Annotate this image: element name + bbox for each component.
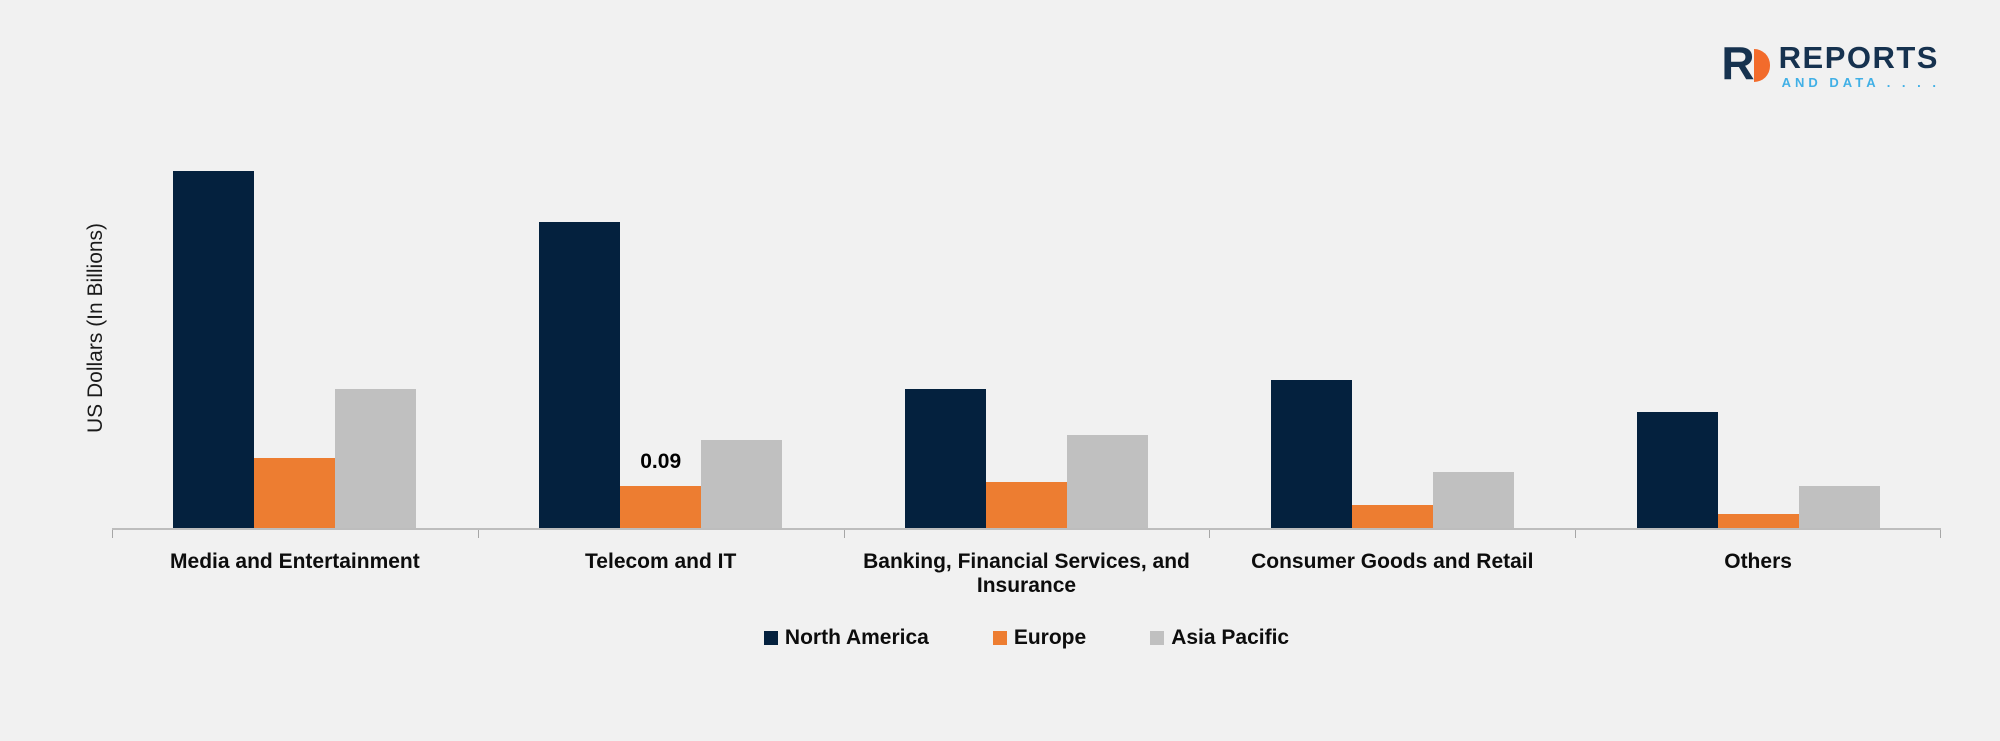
category-label-banking-financial-services-and-insurance: Banking, Financial Services, and Insuran… xyxy=(863,550,1190,598)
legend-label-europe: Europe xyxy=(1013,626,1087,649)
bar-asia-pacific-telecom-and-it xyxy=(701,440,783,528)
bar-north-america-media-and-entertainment xyxy=(173,171,255,528)
plot-area: 0.09 Media and Entertainment Telecom and … xyxy=(112,120,1941,597)
legend-item-asia-pacific: Asia Pacific xyxy=(1150,626,1289,650)
bar-group-consumer-goods-and-retail xyxy=(1209,120,1575,528)
category-label-media-and-entertainment: Media and Entertainment xyxy=(170,550,420,573)
bar-europe-others xyxy=(1717,514,1799,528)
brand-logo-title: REPORTS xyxy=(1778,40,1939,75)
axis-tick xyxy=(1209,530,1211,538)
bar-asia-pacific-others xyxy=(1798,486,1880,528)
legend-item-north-america: North America xyxy=(763,626,929,650)
bar-asia-pacific-banking-financial-services-and-insurance xyxy=(1066,435,1148,528)
legend-label-asia-pacific: Asia Pacific xyxy=(1171,626,1290,649)
axis-tick xyxy=(112,530,113,538)
bar-group-others xyxy=(1575,120,1941,528)
bar-asia-pacific-media-and-entertainment xyxy=(335,389,417,528)
bar-group-banking-financial-services-and-insurance xyxy=(844,120,1210,528)
category-label-consumer-goods-and-retail: Consumer Goods and Retail xyxy=(1251,550,1534,573)
bar-europe-consumer-goods-and-retail xyxy=(1351,505,1433,528)
brand-logo-text: REPORTS AND DATA . . . . xyxy=(1779,42,1940,90)
brand-logo-icon: R xyxy=(1721,37,1770,90)
bar-north-america-banking-financial-services-and-insurance xyxy=(904,389,986,528)
bar-north-america-others xyxy=(1636,412,1718,528)
bar-north-america-consumer-goods-and-retail xyxy=(1270,380,1352,528)
legend-label-north-america: North America xyxy=(784,626,929,649)
bar-europe-media-and-entertainment xyxy=(254,458,336,528)
axis-tick xyxy=(1940,530,1941,538)
logo-r-glyph: R xyxy=(1721,37,1754,90)
legend-swatch-icon-europe xyxy=(992,631,1007,645)
y-axis-label: US Dollars (In Billions) xyxy=(84,222,107,434)
axis-tick xyxy=(843,530,845,538)
bar-group-media-and-entertainment xyxy=(112,120,478,528)
brand-logo: R REPORTS AND DATA . . . . xyxy=(1721,37,1940,90)
legend-swatch-icon-asia-pacific xyxy=(1150,631,1165,645)
legend-swatch-icon-north-america xyxy=(763,631,778,645)
brand-logo-subtitle: AND DATA . . . . xyxy=(1781,75,1940,90)
logo-d-bowl-icon xyxy=(1753,48,1770,82)
bar-europe-telecom-and-it: 0.09 xyxy=(620,450,702,528)
category-label-others: Others xyxy=(1724,550,1792,573)
bar-north-america-telecom-and-it xyxy=(539,222,621,528)
x-axis-line xyxy=(112,528,1941,530)
plot-groups: 0.09 xyxy=(112,120,1941,528)
axis-tick xyxy=(1575,530,1577,538)
bar-asia-pacific-consumer-goods-and-retail xyxy=(1432,472,1514,528)
axis-tick xyxy=(477,530,479,538)
bar-data-label: 0.09 xyxy=(640,450,682,473)
legend-item-europe: Europe xyxy=(992,626,1087,650)
bar-group-telecom-and-it: 0.09 xyxy=(478,120,844,528)
legend: North America Europe Asia Pacific xyxy=(112,626,1941,650)
x-axis-category-labels: Media and Entertainment Telecom and IT Ban… xyxy=(112,550,1941,598)
category-label-telecom-and-it: Telecom and IT xyxy=(585,550,737,573)
bar-europe-banking-financial-services-and-insurance xyxy=(985,482,1067,528)
